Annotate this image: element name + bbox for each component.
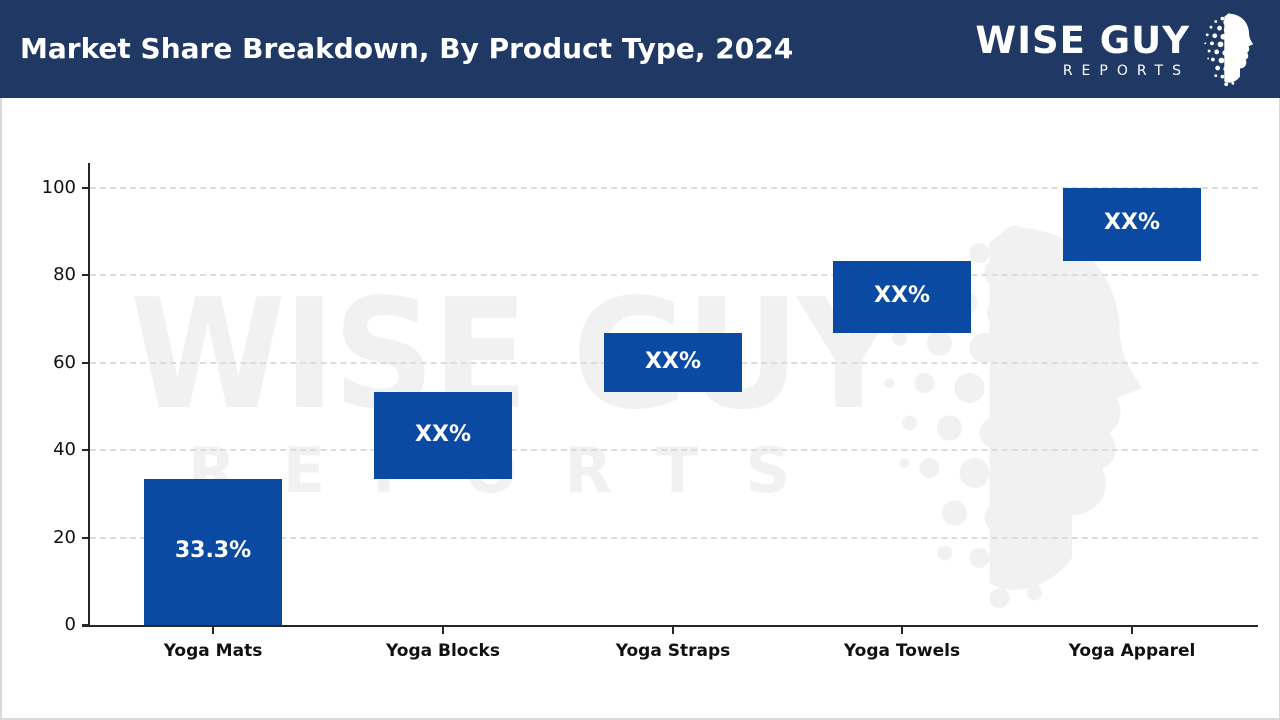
bar-yoga-straps: [604, 333, 742, 392]
y-axis-tick: [82, 449, 90, 451]
category-label: Yoga Towels: [843, 641, 961, 661]
plot-area: 0 20 40 60 80 100 33.3% Yoga Mats XX% Yoga Blocks…: [2, 98, 1279, 718]
y-axis-tick: [82, 536, 90, 539]
category-label: Yoga Mats: [163, 641, 263, 661]
y-axis-tick-label: 60: [53, 351, 76, 373]
header-bar: Market Share Breakdown, By Product Type,…: [0, 0, 1280, 98]
category-label: Yoga Blocks: [386, 641, 500, 661]
y-axis-tick-label: 100: [41, 176, 76, 198]
x-axis-tick: [442, 627, 444, 634]
x-axis-tick: [901, 627, 903, 634]
x-axis-tick: [1131, 627, 1133, 634]
plot-canvas: WISE GUY REPORTS 0 20 40 60 80 100 33.3% Yoga M…: [0, 98, 1280, 720]
bar-value-label: 33.3%: [174, 538, 252, 564]
gridline-y80: [90, 274, 1258, 276]
wiseguy-logo-text: WISE GUY REPORTS: [975, 22, 1190, 80]
y-axis-tick: [82, 274, 90, 276]
bar-value-label: XX%: [645, 348, 701, 374]
wiseguy-head-logo-icon: [1204, 13, 1254, 87]
bar-yoga-towels: [833, 260, 971, 334]
y-axis-tick-label: 20: [53, 526, 76, 548]
x-axis-line: [82, 625, 1258, 627]
chart-title: Market Share Breakdown, By Product Type,…: [20, 32, 794, 65]
y-axis-tick: [82, 361, 90, 364]
category-label: Yoga Straps: [615, 641, 731, 661]
wiseguy-logo: WISE GUY REPORTS: [975, 8, 1266, 90]
gridline-y100: [90, 186, 1258, 189]
logo-brand-sub: REPORTS: [1062, 63, 1190, 79]
bar-yoga-apparel: [1063, 187, 1201, 261]
y-axis-tick-label: 0: [64, 614, 76, 635]
logo-brand-name: WISE GUY: [975, 19, 1190, 62]
category-label: Yoga Apparel: [1068, 641, 1196, 661]
bar-value-label: XX%: [1104, 210, 1160, 236]
bar-yoga-blocks: [374, 391, 512, 480]
y-axis-tick: [82, 186, 90, 189]
y-axis-line: [88, 163, 90, 627]
bar-yoga-mats: [144, 479, 282, 625]
y-axis-tick-label: 40: [53, 439, 76, 460]
y-axis-tick-label: 80: [53, 264, 76, 285]
bar-value-label: XX%: [415, 421, 471, 447]
bar-value-label: XX%: [874, 282, 930, 308]
gridline-y20: [90, 536, 1258, 539]
x-axis-tick: [672, 627, 674, 634]
x-axis-tick: [212, 627, 214, 634]
gridline-y40: [90, 449, 1258, 451]
